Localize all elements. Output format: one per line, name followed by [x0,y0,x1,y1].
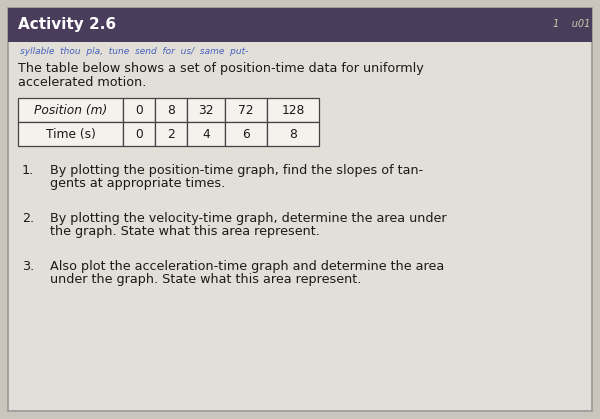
Bar [187,122,225,146]
Bar [225,122,267,146]
Bar [123,122,155,146]
Text: 1.: 1. [22,164,34,177]
Text: 4: 4 [202,127,210,140]
Text: 8: 8 [289,127,297,140]
Text: Time (s): Time (s) [46,127,95,140]
Text: 32: 32 [198,103,214,116]
Text: accelerated motion.: accelerated motion. [18,76,146,89]
Text: 2: 2 [167,127,175,140]
Text: Also plot the acceleration-time graph and determine the area: Also plot the acceleration-time graph an… [50,260,444,273]
Text: The table below shows a set of position-time data for uniformly: The table below shows a set of position-… [18,62,424,75]
Text: 0: 0 [135,103,143,116]
Bar [18,98,123,122]
Text: the graph. State what this area represent.: the graph. State what this area represen… [50,225,320,238]
Text: 2.: 2. [22,212,34,225]
Text: 3.: 3. [22,260,34,273]
Bar [187,98,225,122]
Text: under the graph. State what this area represent.: under the graph. State what this area re… [50,273,361,286]
Bar [8,8,592,42]
Text: 6: 6 [242,127,250,140]
Text: By plotting the position-time graph, find the slopes of tan-: By plotting the position-time graph, fin… [50,164,423,177]
Bar [155,98,187,122]
Bar [267,122,319,146]
Text: gents at appropriate times.: gents at appropriate times. [50,177,225,190]
Bar [225,98,267,122]
Bar [123,98,155,122]
Text: Activity 2.6: Activity 2.6 [18,18,116,33]
Bar [155,122,187,146]
Bar [267,98,319,122]
Text: 72: 72 [238,103,254,116]
Text: syllable  thou  pla,  tune  send  for  us/  same  put-: syllable thou pla, tune send for us/ sam… [20,47,248,56]
Text: 0: 0 [135,127,143,140]
Text: By plotting the velocity-time graph, determine the area under: By plotting the velocity-time graph, det… [50,212,446,225]
Text: 8: 8 [167,103,175,116]
Text: 128: 128 [281,103,305,116]
Text: 1    u01: 1 u01 [553,19,590,29]
Bar [18,122,123,146]
Text: Position (m): Position (m) [34,103,107,116]
